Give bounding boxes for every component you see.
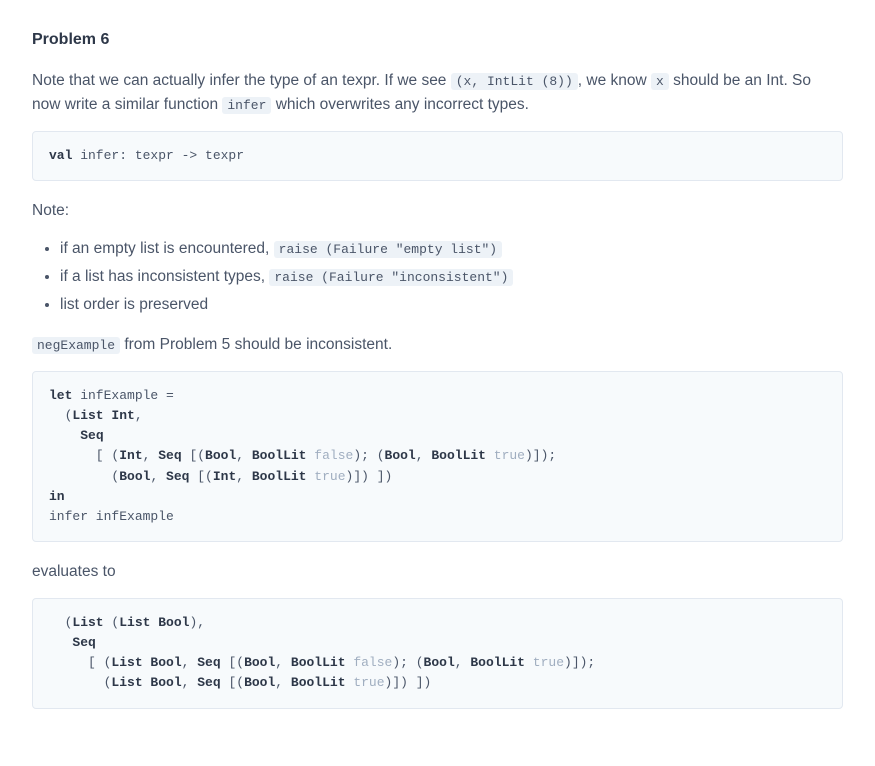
c: [486, 448, 494, 463]
list-item: if a list has inconsistent types, raise …: [60, 265, 843, 289]
kw: BoolLit: [291, 675, 346, 690]
c: ,: [416, 448, 432, 463]
lit: true: [314, 469, 345, 484]
c: [ (: [49, 655, 111, 670]
code-text: infer: texpr -> texpr: [72, 148, 244, 163]
c: [ (: [49, 448, 119, 463]
kw: Seq: [197, 675, 220, 690]
inline-code: x: [651, 73, 669, 90]
problem-title: Problem 6: [32, 28, 843, 53]
c: (: [49, 675, 111, 690]
c: )]);: [564, 655, 595, 670]
kw: List Bool: [119, 615, 189, 630]
intro-paragraph: Note that we can actually infer the type…: [32, 69, 843, 117]
note-label: Note:: [32, 199, 843, 223]
kw: Seq: [80, 428, 103, 443]
kw: Seq: [72, 635, 95, 650]
c: ,: [455, 655, 471, 670]
c: [(: [182, 448, 205, 463]
inline-code: raise (Failure "inconsistent"): [269, 269, 513, 286]
kw: Seq: [197, 655, 220, 670]
notes-list: if an empty list is encountered, raise (…: [32, 237, 843, 317]
kw: in: [49, 489, 65, 504]
inline-code: infer: [222, 97, 271, 114]
kw: BoolLit: [252, 469, 307, 484]
example-code: let infExample = (List Int, Seq [ (Int, …: [32, 371, 843, 542]
neg-example-line: negExample from Problem 5 should be inco…: [32, 333, 843, 357]
kw: let: [49, 388, 72, 403]
kw: BoolLit: [431, 448, 486, 463]
kw: BoolLit: [470, 655, 525, 670]
c: ); (: [353, 448, 384, 463]
c: [49, 635, 72, 650]
kw: List Int: [72, 408, 134, 423]
kw: Seq: [158, 448, 181, 463]
kw: Int: [213, 469, 236, 484]
kw: Bool: [205, 448, 236, 463]
kw: Bool: [119, 469, 150, 484]
kw: BoolLit: [291, 655, 346, 670]
list-item: list order is preserved: [60, 293, 843, 317]
c: [(: [189, 469, 212, 484]
kw: Seq: [166, 469, 189, 484]
c: )]);: [525, 448, 556, 463]
c: (: [49, 615, 72, 630]
c: )]) ]): [346, 469, 393, 484]
lit: false: [353, 655, 392, 670]
result-code: (List (List Bool), Seq [ (List Bool, Seq…: [32, 598, 843, 709]
signature-code: val infer: texpr -> texpr: [32, 131, 843, 181]
inline-code: negExample: [32, 337, 120, 354]
c: infExample =: [72, 388, 173, 403]
evaluates-label: evaluates to: [32, 560, 843, 584]
neg-text: from Problem 5 should be inconsistent.: [120, 336, 392, 353]
note-text: if a list has inconsistent types,: [60, 268, 269, 285]
inline-code: (x, IntLit (8)): [451, 73, 578, 90]
kw: Bool: [424, 655, 455, 670]
c: ,: [275, 655, 291, 670]
note-text: if an empty list is encountered,: [60, 240, 274, 257]
c: )]) ]): [385, 675, 432, 690]
c: [525, 655, 533, 670]
c: ),: [189, 615, 205, 630]
c: ,: [182, 675, 198, 690]
c: ,: [236, 469, 252, 484]
kw: Bool: [385, 448, 416, 463]
c: (: [49, 408, 72, 423]
c: ,: [143, 448, 159, 463]
c: ,: [275, 675, 291, 690]
kw: Bool: [244, 675, 275, 690]
kw: Int: [119, 448, 142, 463]
kw: Bool: [244, 655, 275, 670]
c: ); (: [392, 655, 423, 670]
c: [(: [221, 675, 244, 690]
c: ,: [182, 655, 198, 670]
kw: List Bool: [111, 675, 181, 690]
lit: false: [314, 448, 353, 463]
list-item: if an empty list is encountered, raise (…: [60, 237, 843, 261]
c: (: [104, 615, 120, 630]
lit: true: [494, 448, 525, 463]
kw: List: [72, 615, 103, 630]
intro-text: Note that we can actually infer the type…: [32, 72, 451, 89]
c: infer infExample: [49, 509, 174, 524]
kw: val: [49, 148, 72, 163]
c: ,: [150, 469, 166, 484]
inline-code: raise (Failure "empty list"): [274, 241, 502, 258]
c: [49, 428, 80, 443]
c: ,: [236, 448, 252, 463]
lit: true: [353, 675, 384, 690]
c: (: [49, 469, 119, 484]
kw: List Bool: [111, 655, 181, 670]
c: ,: [135, 408, 143, 423]
kw: BoolLit: [252, 448, 307, 463]
intro-text: , we know: [578, 72, 651, 89]
c: [(: [221, 655, 244, 670]
intro-text: which overwrites any incorrect types.: [271, 96, 529, 113]
lit: true: [533, 655, 564, 670]
